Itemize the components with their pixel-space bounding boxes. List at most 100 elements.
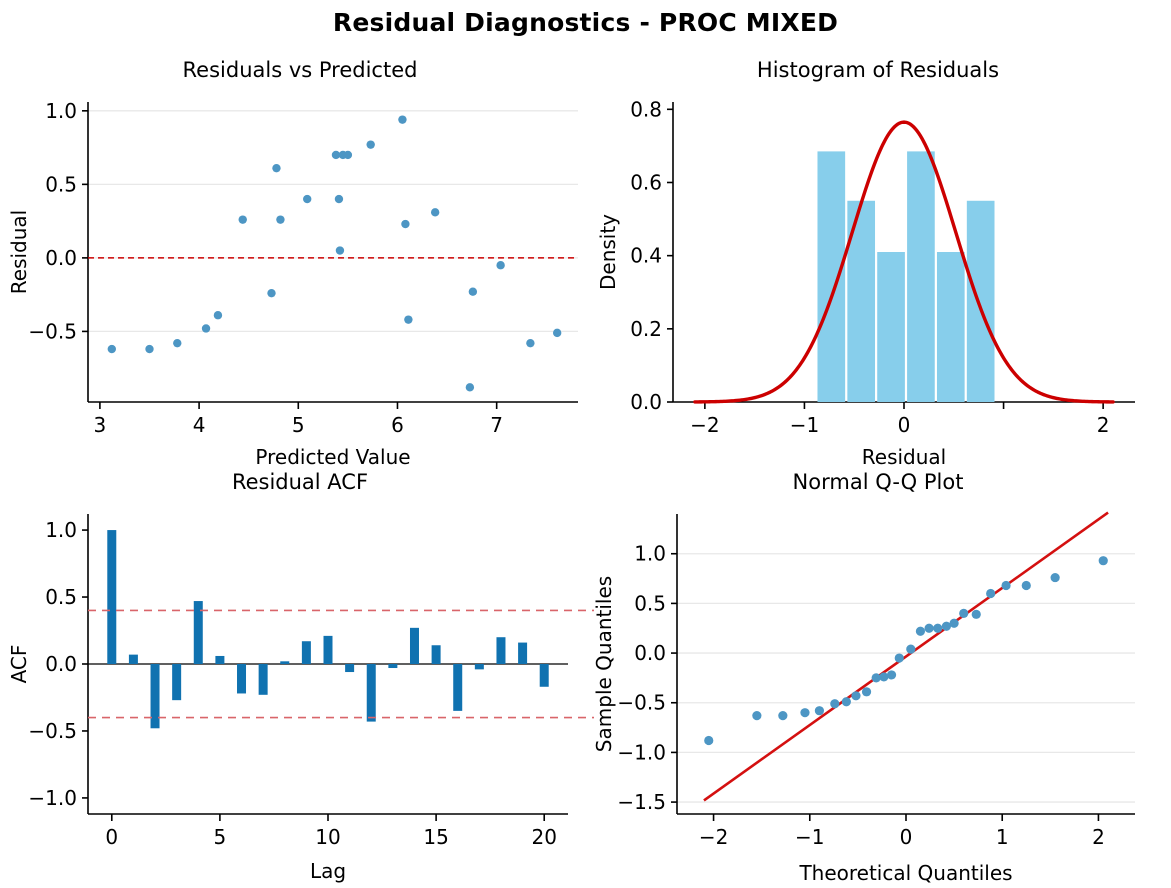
y-ticklabel-1: 0.5 <box>45 172 77 196</box>
x-ticklabel-0: −2 <box>690 413 719 437</box>
y-axis-label: Residual <box>7 210 31 294</box>
scatter-point <box>238 215 247 224</box>
scatter-point <box>830 699 840 709</box>
panel-title-residual-acf: Residual ACF <box>231 470 369 494</box>
x-ticklabel-1: −1 <box>795 825 824 849</box>
y-ticklabel-3: −0.5 <box>617 691 666 715</box>
acf-bar <box>323 635 333 664</box>
y-ticklabel-1: 0.5 <box>634 591 666 615</box>
x-ticklabel-1: 5 <box>214 825 227 849</box>
x-ticklabel-0: −2 <box>699 825 728 849</box>
scatter-point <box>971 609 981 619</box>
acf-bar <box>215 655 225 664</box>
scatter-point <box>145 344 154 354</box>
y-ticklabel-2: 0.0 <box>45 246 77 270</box>
x-ticklabel-2: 5 <box>292 413 305 437</box>
y-axis-label: Sample Quantiles <box>592 576 616 752</box>
scatter-point <box>933 623 943 633</box>
scatter-point <box>468 287 478 296</box>
scatter-point <box>986 588 996 599</box>
y-ticklabel-2: 0.0 <box>634 641 666 665</box>
y-ticklabel-1: 0.2 <box>630 317 662 341</box>
plot-area-normal-qq-plot: 1.0 0.5 0.0 −0.5 −1.0 −1.5 −2 −1 0 1 2 Theoretical … <box>592 511 1135 885</box>
acf-bar <box>193 601 203 664</box>
scatter-point <box>303 194 312 204</box>
figure-suptitle: Residual Diagnostics - PROC MIXED <box>332 8 839 37</box>
scatter-point <box>949 618 959 628</box>
y-axis-label: Density <box>596 214 620 290</box>
y-ticklabel-4: −1.0 <box>28 786 77 810</box>
acf-bar <box>366 664 376 722</box>
x-ticklabel-2: 10 <box>315 825 340 849</box>
scatter-point <box>465 383 475 392</box>
x-ticklabel-4: 20 <box>531 825 556 849</box>
x-ticklabel-2: 0 <box>898 413 911 437</box>
x-ticklabel-1: 4 <box>193 413 206 437</box>
scatter-point <box>851 691 861 701</box>
scatter-point <box>496 261 505 270</box>
x-axis-label: Theoretical Quantiles <box>798 861 1012 885</box>
scatter-point <box>886 670 897 680</box>
acf-bar <box>258 664 268 695</box>
x-ticklabel-2: 0 <box>900 825 913 849</box>
scatter-point <box>276 215 285 224</box>
x-ticklabel-0: 0 <box>105 825 118 849</box>
y-axis-label: ACF <box>7 645 31 684</box>
panel-residual-acf: Residual ACF 1.0 0.5 0.0 −0.5 −1.0 0 5 10 15 20 La… <box>0 470 600 888</box>
scatter-point <box>894 653 904 663</box>
acf-bar <box>172 664 182 701</box>
scatter-point <box>871 673 881 683</box>
scatter-point <box>552 328 562 338</box>
acf-bar <box>128 654 138 664</box>
y-ticklabel-4: 0.8 <box>630 97 662 121</box>
acf-bar <box>518 642 528 664</box>
acf-bar <box>301 641 311 664</box>
acf-bar <box>409 627 419 664</box>
y-ticklabel-0: 1.0 <box>634 542 666 566</box>
y-ticklabel-3: −0.5 <box>28 319 77 343</box>
y-ticklabel-3: −0.5 <box>28 719 77 743</box>
scatter-point <box>331 150 341 160</box>
scatter-point <box>814 706 825 716</box>
panel-title-normal-qq-plot: Normal Q-Q Plot <box>792 470 964 494</box>
scatter-point <box>941 621 952 631</box>
scatter-point <box>704 735 714 746</box>
scatter-point <box>272 163 281 173</box>
plot-area-residual-acf: 1.0 0.5 0.0 −0.5 −1.0 0 5 10 15 20 Lag ACF <box>7 514 594 883</box>
panel-residuals-vs-predicted: Residuals vs Predicted 1.0 0.5 0.0 −0.5 3 4 5 6… <box>0 58 600 469</box>
scatter-point <box>267 288 276 298</box>
scatter-point <box>173 338 182 348</box>
histogram-bar <box>817 151 846 402</box>
acf-bar <box>496 637 506 664</box>
x-ticklabel-3: 1 <box>996 825 1009 849</box>
histogram-bar <box>966 200 995 402</box>
qq-theoretical-line <box>703 511 1109 802</box>
x-axis-label: Lag <box>310 859 346 883</box>
acf-bar <box>237 664 247 694</box>
x-ticklabel-0: 3 <box>94 413 107 437</box>
x-axis-label: Predicted Value <box>255 445 410 469</box>
acf-bars <box>107 530 549 729</box>
y-ticklabel-4: −1.0 <box>617 740 666 764</box>
histogram-bar <box>877 252 905 402</box>
scatter-point <box>201 324 211 333</box>
scatter-point <box>1021 580 1031 591</box>
scatter-point <box>879 672 889 682</box>
scatter-point <box>906 644 916 654</box>
panel-title-histogram-of-residuals: Histogram of Residuals <box>756 58 1000 82</box>
scatter-point <box>401 219 410 229</box>
scatter-point <box>107 344 117 354</box>
x-ticklabel-3: 2 <box>1097 413 1110 437</box>
scatter-point <box>398 115 407 124</box>
scatter-point <box>861 687 872 697</box>
x-ticklabel-3: 6 <box>391 413 404 437</box>
acf-bar <box>388 664 398 669</box>
x-axis-label: Residual <box>862 445 946 469</box>
histogram-bar <box>936 252 965 402</box>
scatter-point <box>752 711 762 721</box>
scatter-point <box>915 626 926 636</box>
scatter-point <box>959 608 969 618</box>
acf-bar <box>150 664 160 729</box>
scatter-point <box>404 315 413 324</box>
